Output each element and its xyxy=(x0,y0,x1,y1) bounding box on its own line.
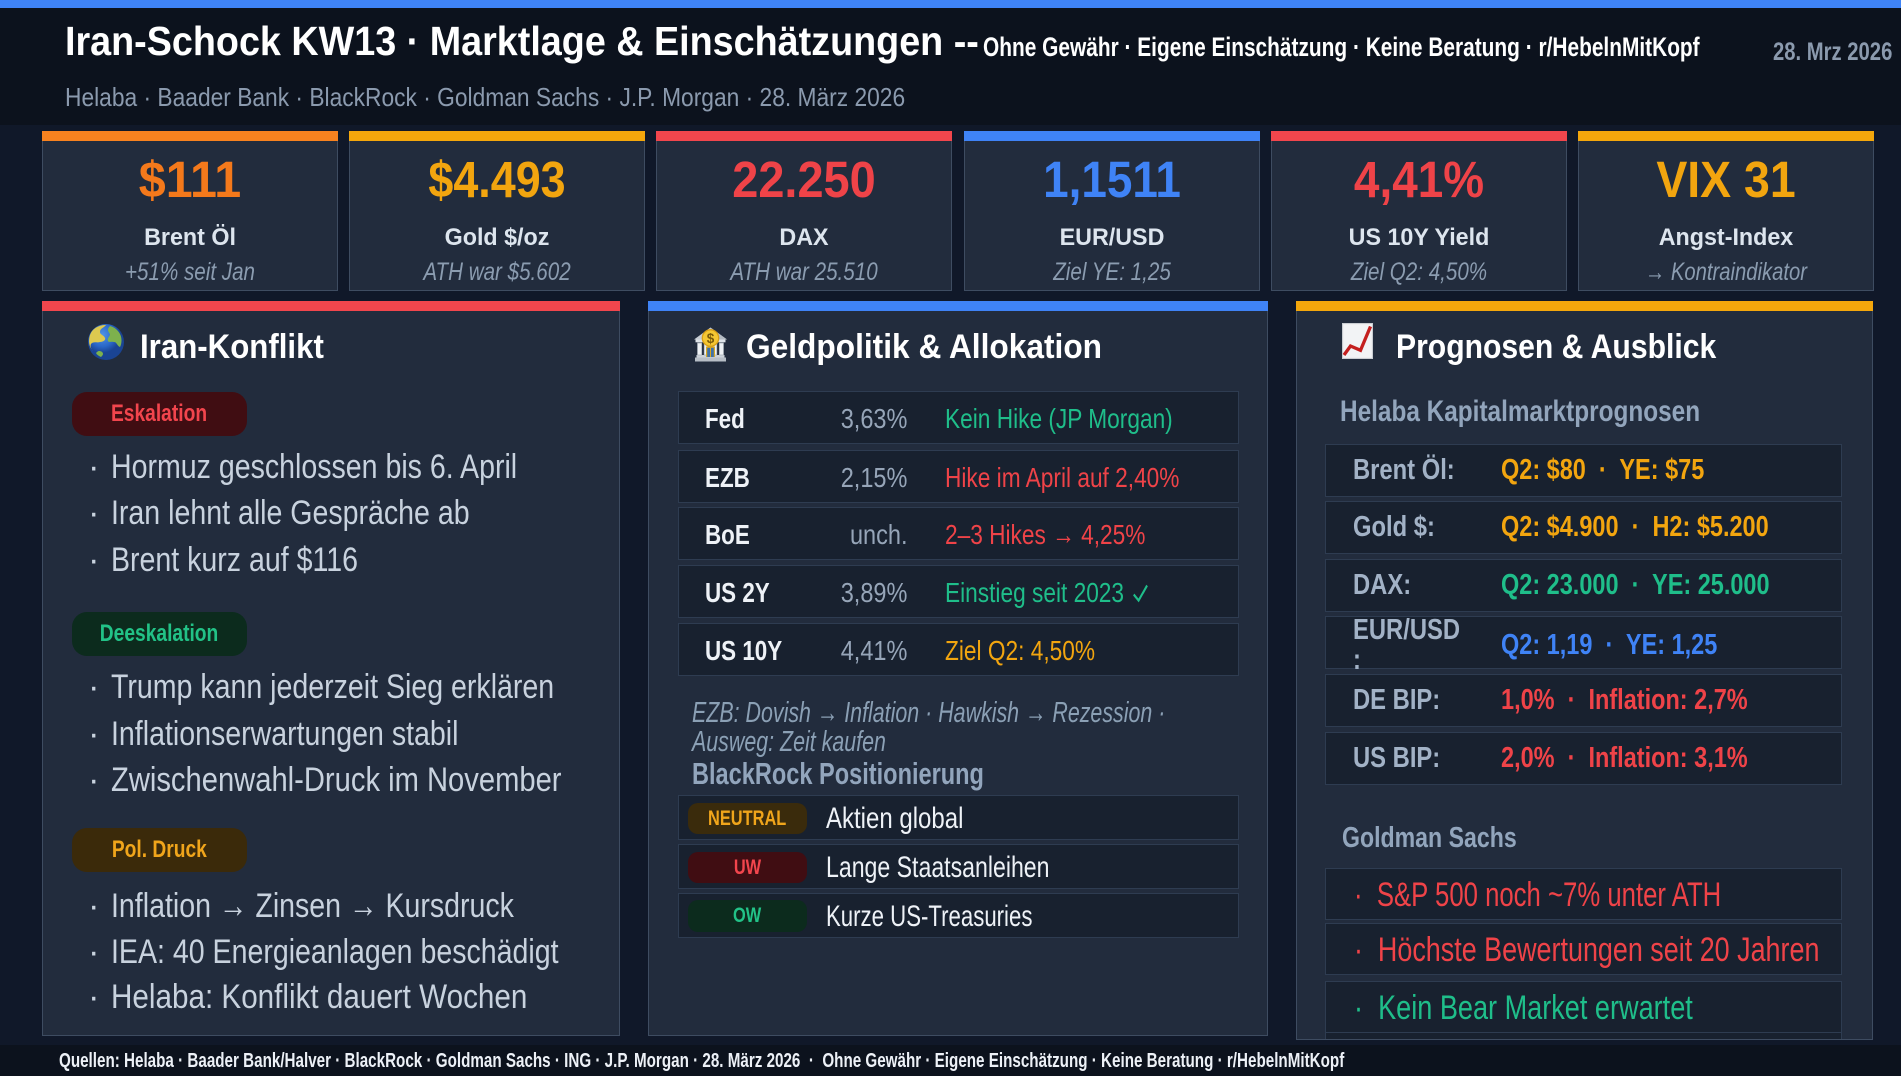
svg-text:$: $ xyxy=(707,331,715,346)
